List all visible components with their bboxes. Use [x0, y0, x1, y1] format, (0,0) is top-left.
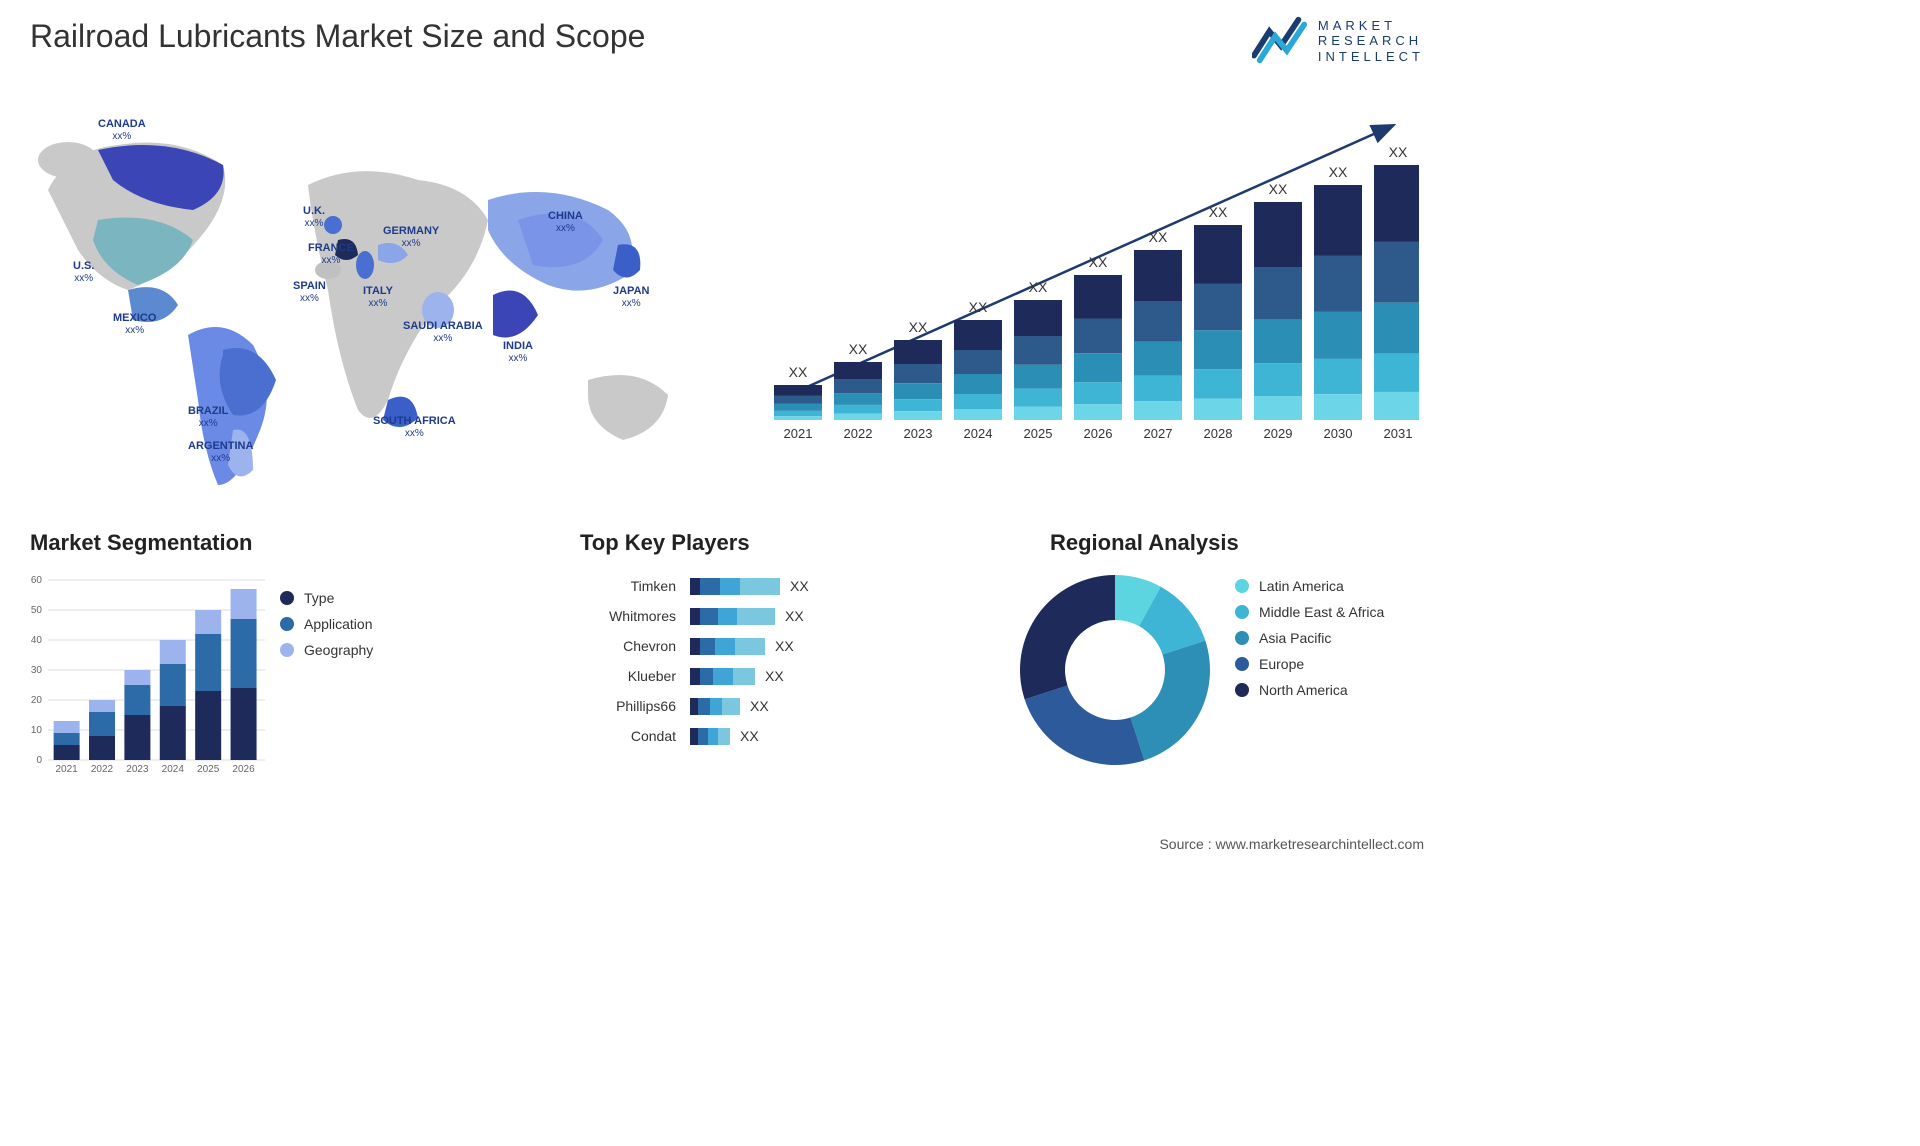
svg-text:2027: 2027 — [1144, 426, 1173, 441]
map-label: SAUDI ARABIAxx% — [403, 320, 483, 344]
svg-text:2031: 2031 — [1384, 426, 1413, 441]
map-label: GERMANYxx% — [383, 225, 439, 249]
svg-text:0: 0 — [36, 755, 42, 766]
logo-text-3: INTELLECT — [1318, 49, 1424, 65]
key-players-chart: TimkenXXWhitmoresXXChevronXXKlueberXXPhi… — [580, 575, 1000, 755]
legend-item: Asia Pacific — [1235, 630, 1384, 646]
map-label: SOUTH AFRICAxx% — [373, 415, 456, 439]
svg-text:2026: 2026 — [1084, 426, 1113, 441]
svg-text:XX: XX — [1029, 279, 1048, 295]
logo-text-2: RESEARCH — [1318, 33, 1424, 49]
player-row: Whitmores XX — [580, 605, 1000, 627]
key-players-title: Top Key Players — [580, 530, 750, 556]
svg-text:2025: 2025 — [197, 764, 220, 775]
player-name: Phillips66 — [580, 698, 690, 714]
svg-text:30: 30 — [31, 665, 43, 676]
svg-text:XX: XX — [1269, 181, 1288, 197]
world-map: CANADAxx% U.S.xx% MEXICOxx% BRAZILxx% ARGENT… — [28, 90, 708, 500]
svg-text:XX: XX — [909, 319, 928, 335]
svg-text:20: 20 — [31, 695, 43, 706]
svg-text:XX: XX — [969, 299, 988, 315]
player-row: Chevron XX — [580, 635, 1000, 657]
svg-text:2021: 2021 — [56, 764, 79, 775]
player-row: Condat XX — [580, 725, 1000, 747]
map-label: CANADAxx% — [98, 118, 146, 142]
map-label: CHINAxx% — [548, 210, 583, 234]
svg-text:XX: XX — [849, 341, 868, 357]
source-text: Source : www.marketresearchintellect.com — [1159, 836, 1424, 852]
map-label: FRANCExx% — [308, 242, 354, 266]
svg-text:2029: 2029 — [1264, 426, 1293, 441]
svg-text:2026: 2026 — [232, 764, 255, 775]
logo-text-1: MARKET — [1318, 18, 1424, 34]
regional-title: Regional Analysis — [1050, 530, 1239, 556]
player-name: Timken — [580, 578, 690, 594]
svg-text:40: 40 — [31, 635, 43, 646]
map-label: SPAINxx% — [293, 280, 326, 304]
player-name: Whitmores — [580, 608, 690, 624]
legend-item: Application — [280, 616, 373, 632]
svg-text:50: 50 — [31, 605, 43, 616]
svg-text:XX: XX — [789, 364, 808, 380]
legend-item: North America — [1235, 682, 1384, 698]
legend-item: Europe — [1235, 656, 1384, 672]
map-label: ARGENTINAxx% — [188, 440, 253, 464]
player-bar — [690, 668, 755, 685]
svg-text:2023: 2023 — [904, 426, 933, 441]
player-value: XX — [790, 578, 809, 594]
svg-text:2024: 2024 — [964, 426, 993, 441]
regional-donut — [1015, 570, 1215, 770]
player-value: XX — [775, 638, 794, 654]
svg-text:2023: 2023 — [126, 764, 149, 775]
map-label: BRAZILxx% — [188, 405, 228, 429]
svg-text:2025: 2025 — [1024, 426, 1053, 441]
map-label: U.K.xx% — [303, 205, 325, 229]
player-bar — [690, 578, 780, 595]
player-bar — [690, 638, 765, 655]
player-value: XX — [785, 608, 804, 624]
brand-logo: MARKET RESEARCH INTELLECT — [1252, 12, 1424, 70]
growth-bar-chart: XX 2021 XX 2022 XX 2023 XX 2024 XX 2025 XX 2026 XX 20… — [759, 90, 1419, 460]
svg-text:2028: 2028 — [1204, 426, 1233, 441]
player-name: Chevron — [580, 638, 690, 654]
svg-text:2030: 2030 — [1324, 426, 1353, 441]
page-title: Railroad Lubricants Market Size and Scop… — [30, 18, 645, 55]
player-name: Condat — [580, 728, 690, 744]
svg-text:2021: 2021 — [784, 426, 813, 441]
player-bar — [690, 608, 775, 625]
svg-text:60: 60 — [31, 575, 43, 586]
legend-item: Middle East & Africa — [1235, 604, 1384, 620]
player-value: XX — [750, 698, 769, 714]
segmentation-title: Market Segmentation — [30, 530, 253, 556]
svg-text:XX: XX — [1089, 254, 1108, 270]
player-bar — [690, 728, 730, 745]
player-bar — [690, 698, 740, 715]
map-label: JAPANxx% — [613, 285, 649, 309]
svg-text:XX: XX — [1149, 229, 1168, 245]
svg-text:XX: XX — [1329, 164, 1348, 180]
map-label: U.S.xx% — [73, 260, 94, 284]
svg-text:XX: XX — [1389, 144, 1408, 160]
player-row: Phillips66 XX — [580, 695, 1000, 717]
segmentation-chart: 0 10 20 30 40 50 60 2021 2022 2023 2024 2025 2026 — [20, 570, 265, 780]
player-row: Timken XX — [580, 575, 1000, 597]
svg-text:2024: 2024 — [162, 764, 185, 775]
logo-mark-icon — [1252, 12, 1310, 70]
map-label: INDIAxx% — [503, 340, 533, 364]
svg-text:XX: XX — [1209, 204, 1228, 220]
map-label: MEXICOxx% — [113, 312, 156, 336]
player-name: Klueber — [580, 668, 690, 684]
player-row: Klueber XX — [580, 665, 1000, 687]
player-value: XX — [765, 668, 784, 684]
legend-item: Geography — [280, 642, 373, 658]
legend-item: Latin America — [1235, 578, 1384, 594]
regional-legend: Latin America Middle East & Africa Asia Pa… — [1235, 578, 1384, 708]
svg-text:2022: 2022 — [91, 764, 114, 775]
svg-text:2022: 2022 — [844, 426, 873, 441]
legend-item: Type — [280, 590, 373, 606]
map-label: ITALYxx% — [363, 285, 393, 309]
segmentation-legend: Type Application Geography — [280, 590, 373, 668]
player-value: XX — [740, 728, 759, 744]
svg-text:10: 10 — [31, 725, 43, 736]
